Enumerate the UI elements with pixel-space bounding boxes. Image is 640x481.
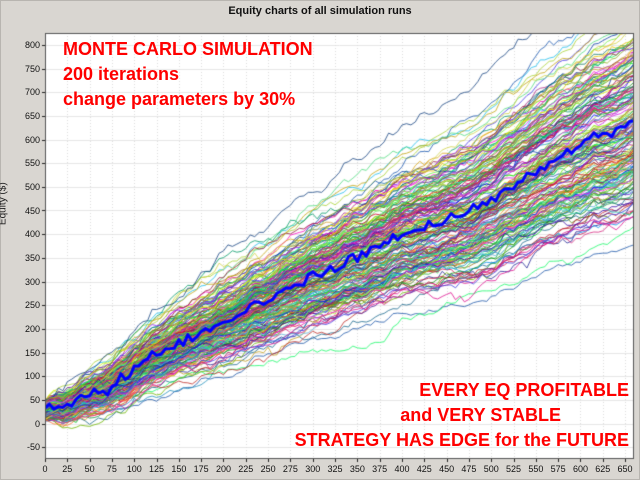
x-tick-label: 50 xyxy=(84,464,95,474)
y-tick-label: 700 xyxy=(24,87,40,98)
y-tick-label: 250 xyxy=(24,300,40,311)
x-tick-label: 250 xyxy=(260,464,276,474)
y-tick-label: 150 xyxy=(24,347,40,358)
x-tick-label: 375 xyxy=(372,464,388,474)
y-tick-label: 800 xyxy=(24,39,40,50)
x-tick-label: 325 xyxy=(327,464,343,474)
y-tick-label: -50 xyxy=(26,442,40,453)
x-tick-label: 525 xyxy=(506,464,522,474)
annotation-line-2: 200 iterations xyxy=(63,64,180,84)
x-tick-label: 475 xyxy=(461,464,477,474)
chart-title: Equity charts of all simulation runs xyxy=(228,5,412,17)
x-tick-label: 625 xyxy=(595,464,611,474)
x-tick-label: 175 xyxy=(193,464,209,474)
annotation-bottom-right: EVERY EQ PROFITABLE and VERY STABLE STRA… xyxy=(295,378,629,453)
x-tick-label: 425 xyxy=(416,464,432,474)
annotation-line-4: EVERY EQ PROFITABLE xyxy=(419,380,629,400)
x-tick-label: 275 xyxy=(282,464,298,474)
y-tick-label: 500 xyxy=(24,181,40,192)
y-tick-label: 100 xyxy=(24,371,40,382)
x-tick-label: 300 xyxy=(305,464,321,474)
y-tick-label: 400 xyxy=(24,229,40,240)
x-tick-label: 25 xyxy=(62,464,73,474)
annotation-line-1: MONTE CARLO SIMULATION xyxy=(63,39,313,59)
x-tick-label: 575 xyxy=(550,464,566,474)
x-tick-label: 450 xyxy=(439,464,455,474)
y-tick-label: 50 xyxy=(29,394,40,405)
x-tick-label: 500 xyxy=(483,464,499,474)
y-tick-label: 650 xyxy=(24,110,40,121)
x-tick-label: 650 xyxy=(617,464,633,474)
x-tick-label: 350 xyxy=(349,464,365,474)
y-tick-label: 450 xyxy=(24,205,40,216)
x-tick-label: 225 xyxy=(238,464,254,474)
x-tick-label: 600 xyxy=(572,464,588,474)
x-tick-label: 550 xyxy=(528,464,544,474)
y-tick-label: 300 xyxy=(24,276,40,287)
annotation-line-5: and VERY STABLE xyxy=(400,405,561,425)
x-tick-label: 150 xyxy=(171,464,187,474)
annotation-top-left: MONTE CARLO SIMULATION 200 iterations ch… xyxy=(63,37,313,112)
x-tick-label: 125 xyxy=(149,464,165,474)
x-tick-label: 0 xyxy=(42,464,48,474)
x-tick-label: 100 xyxy=(126,464,142,474)
x-tick-label: 75 xyxy=(106,464,117,474)
x-tick-label: 400 xyxy=(394,464,410,474)
y-tick-label: 350 xyxy=(24,252,40,263)
y-tick-label: 600 xyxy=(24,134,40,145)
y-tick-label: 0 xyxy=(34,418,40,429)
y-tick-label: 750 xyxy=(24,63,40,74)
annotation-line-6: STRATEGY HAS EDGE for the FUTURE xyxy=(294,430,629,450)
y-axis-label: Equity ($) xyxy=(0,182,9,226)
x-tick-label: 200 xyxy=(215,464,231,474)
y-tick-label: 550 xyxy=(24,158,40,169)
annotation-line-3: change parameters by 30% xyxy=(63,89,296,109)
y-tick-label: 200 xyxy=(24,323,40,334)
